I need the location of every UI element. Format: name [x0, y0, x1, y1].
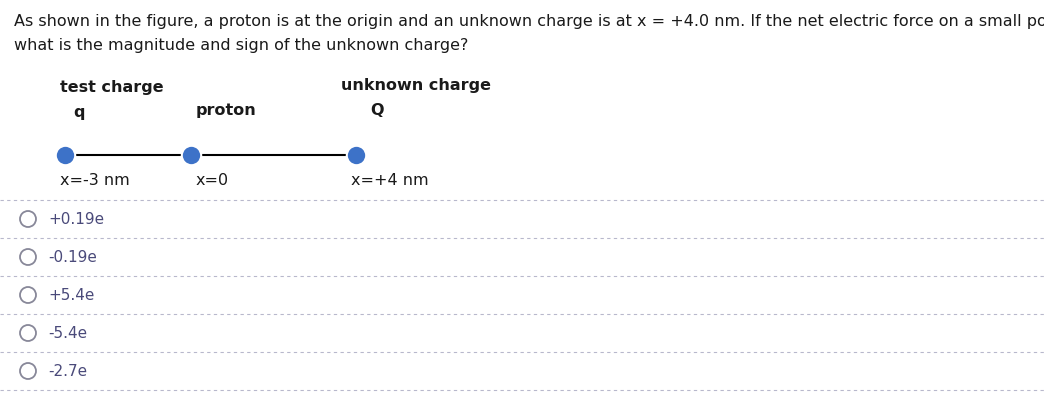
Circle shape [20, 211, 35, 227]
Text: unknown charge: unknown charge [341, 78, 491, 93]
Circle shape [20, 249, 35, 265]
Text: +5.4e: +5.4e [48, 288, 94, 303]
Text: -5.4e: -5.4e [48, 325, 87, 340]
Text: what is the magnitude and sign of the unknown charge?: what is the magnitude and sign of the un… [14, 38, 469, 53]
Circle shape [20, 287, 35, 303]
Text: x=+4 nm: x=+4 nm [351, 173, 429, 188]
Text: test charge: test charge [60, 80, 164, 95]
Text: proton: proton [196, 103, 257, 118]
Circle shape [20, 325, 35, 341]
Text: x=0: x=0 [196, 173, 229, 188]
Text: q: q [73, 105, 85, 120]
Text: x=-3 nm: x=-3 nm [60, 173, 129, 188]
Text: -2.7e: -2.7e [48, 363, 87, 378]
Text: +0.19e: +0.19e [48, 211, 104, 226]
Text: -0.19e: -0.19e [48, 250, 97, 265]
Text: Q: Q [370, 103, 383, 118]
Text: As shown in the figure, a proton is at the origin and an unknown charge is at x : As shown in the figure, a proton is at t… [14, 14, 1044, 29]
Circle shape [20, 363, 35, 379]
